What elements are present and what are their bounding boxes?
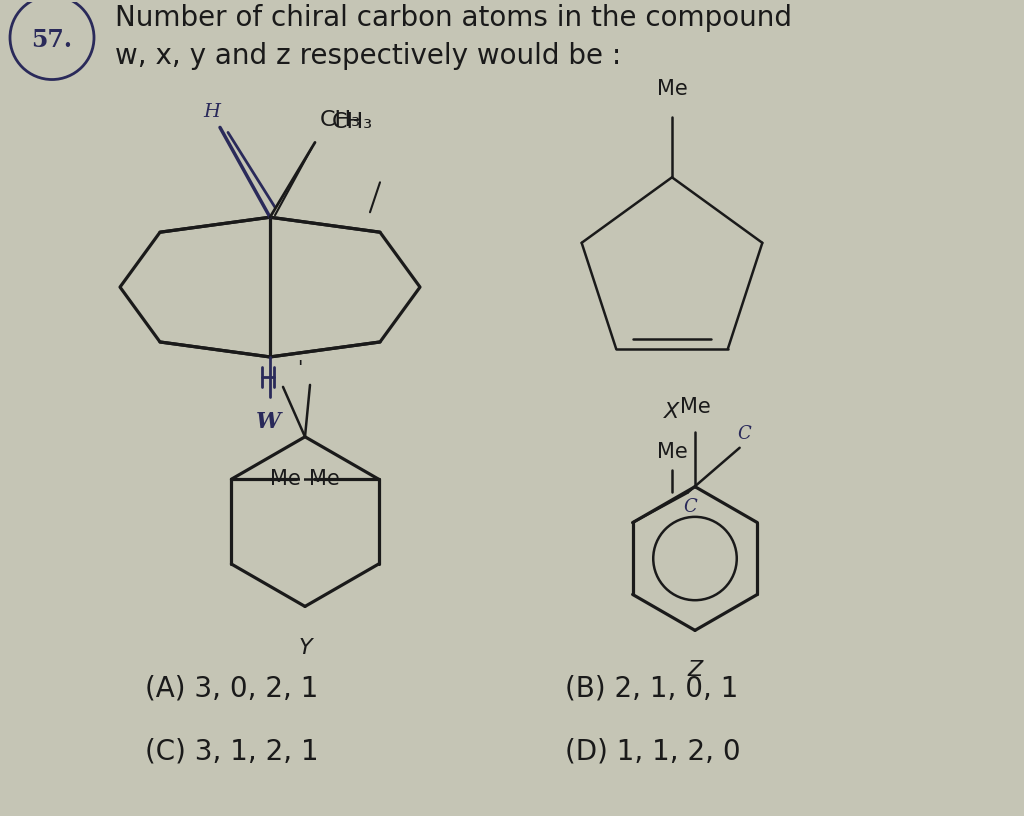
Text: Z: Z bbox=[687, 660, 702, 681]
Text: C: C bbox=[684, 498, 697, 516]
Text: W: W bbox=[256, 410, 281, 432]
Text: Number of chiral carbon atoms in the compound: Number of chiral carbon atoms in the com… bbox=[115, 3, 792, 32]
Text: Me: Me bbox=[680, 397, 711, 417]
Text: (C) 3, 1, 2, 1: (C) 3, 1, 2, 1 bbox=[145, 737, 318, 765]
Text: w, x, y and z respectively would be :: w, x, y and z respectively would be : bbox=[115, 42, 622, 69]
Text: X: X bbox=[665, 401, 680, 422]
Text: ': ' bbox=[297, 359, 303, 379]
Text: C: C bbox=[737, 425, 752, 443]
Text: CH₃: CH₃ bbox=[332, 113, 373, 132]
Text: (B) 2, 1, 0, 1: (B) 2, 1, 0, 1 bbox=[565, 674, 738, 703]
Text: Y: Y bbox=[298, 638, 312, 659]
Text: (A) 3, 0, 2, 1: (A) 3, 0, 2, 1 bbox=[145, 674, 318, 703]
Text: Me: Me bbox=[656, 79, 687, 100]
Text: CH₃: CH₃ bbox=[319, 110, 361, 131]
Text: Me: Me bbox=[656, 441, 687, 462]
Text: H: H bbox=[204, 104, 220, 122]
Text: 57.: 57. bbox=[32, 28, 73, 51]
Text: Me: Me bbox=[309, 469, 340, 490]
Text: Me: Me bbox=[270, 469, 301, 490]
Text: (D) 1, 1, 2, 0: (D) 1, 1, 2, 0 bbox=[565, 737, 740, 765]
